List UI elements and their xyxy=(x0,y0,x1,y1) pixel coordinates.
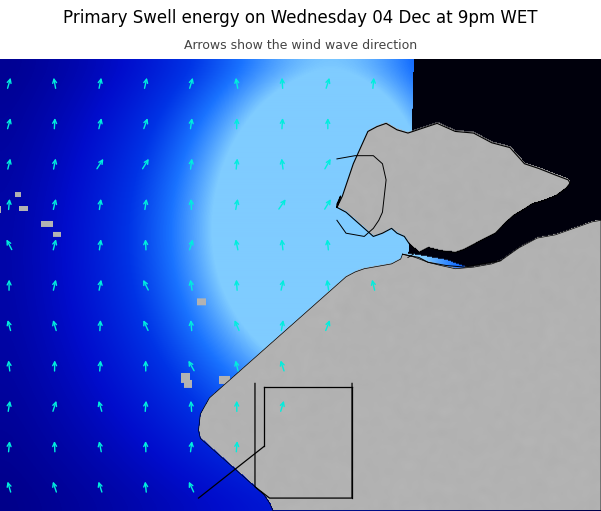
Text: Primary Swell energy on Wednesday 04 Dec at 9pm WET: Primary Swell energy on Wednesday 04 Dec… xyxy=(63,9,538,27)
Text: Arrows show the wind wave direction: Arrows show the wind wave direction xyxy=(184,39,417,52)
